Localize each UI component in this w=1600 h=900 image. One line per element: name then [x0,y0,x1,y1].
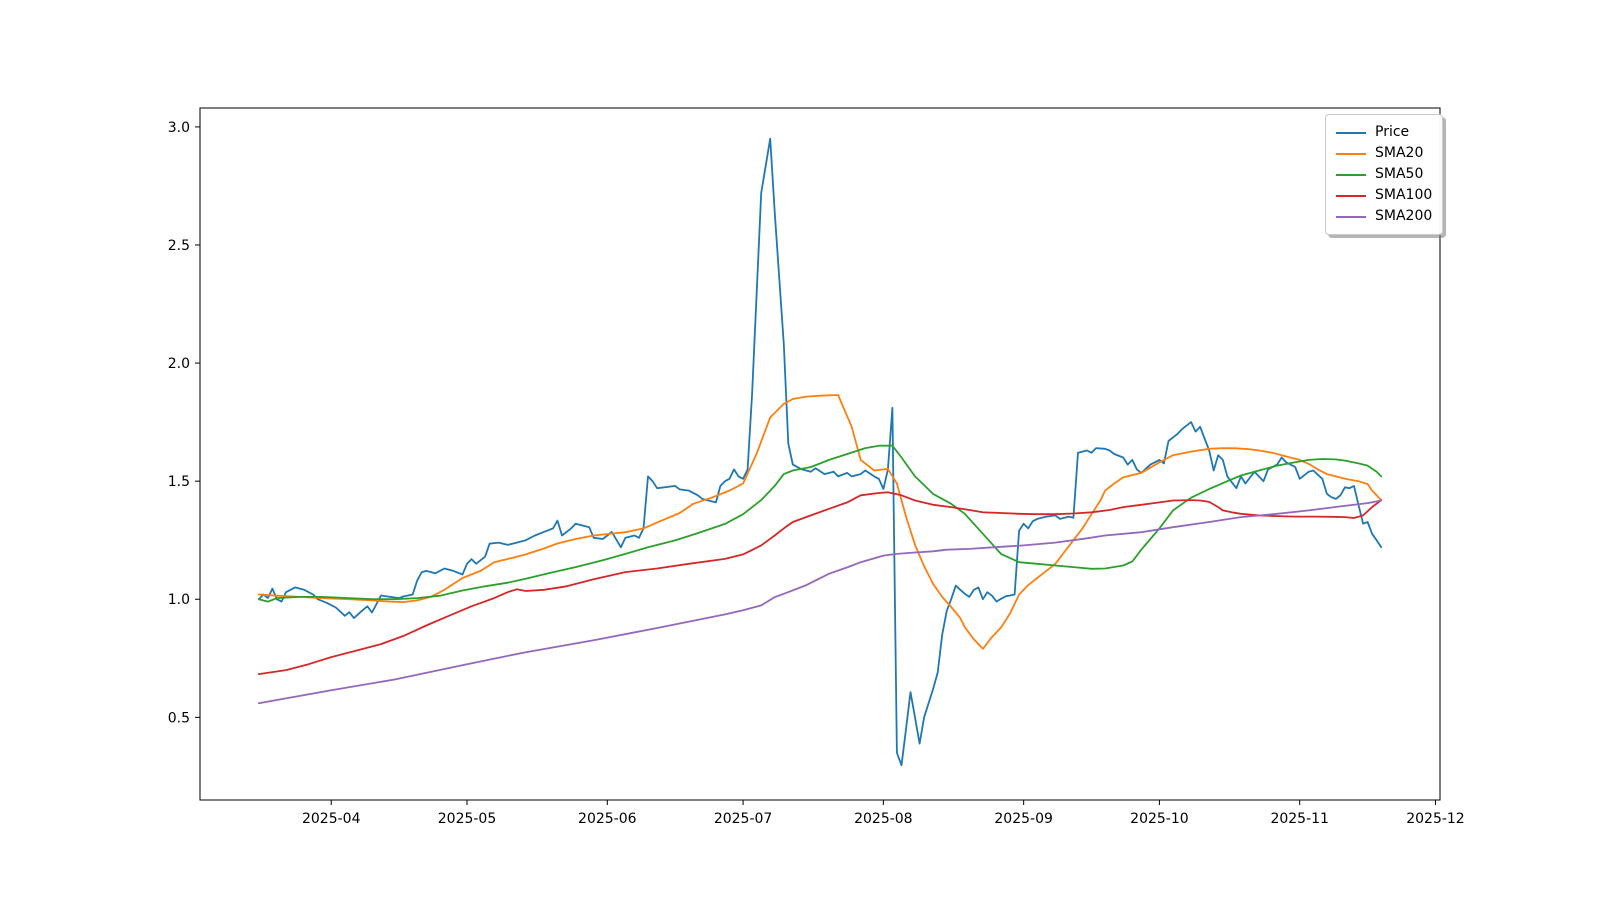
legend-item-sma200: SMA200 [1336,206,1432,227]
legend: Price SMA20 SMA50 SMA100 SMA200 [1325,114,1444,235]
plot-area [199,107,1441,801]
x-tick-label: 2025-09 [994,811,1053,827]
series-line-sma20 [257,394,1383,650]
y-tick-label: 2.5 [168,238,190,254]
x-tick-label: 2025-07 [714,811,773,827]
series-line-sma200 [257,499,1383,705]
x-tick-label: 2025-08 [854,811,913,827]
x-tick-label: 2025-12 [1406,811,1465,827]
legend-item-price: Price [1336,122,1432,143]
series-line-price [257,137,1383,767]
legend-item-sma20: SMA20 [1336,143,1432,164]
x-tick-label: 2025-05 [438,811,497,827]
legend-label: Price [1375,124,1410,140]
legend-line-swatch [1336,131,1366,134]
y-tick-label: 0.5 [168,710,190,726]
x-tick-label: 2025-04 [302,811,361,827]
x-tick-label: 2025-06 [578,811,637,827]
legend-line-swatch [1336,215,1366,218]
y-tick-label: 2.0 [168,356,190,372]
legend-label: SMA50 [1375,166,1424,182]
y-tick-label: 3.0 [168,120,190,136]
legend-label: SMA100 [1375,187,1433,203]
legend-label: SMA200 [1375,208,1433,224]
y-tick-label: 1.5 [168,474,190,490]
y-tick-label: 1.0 [168,592,190,608]
series-line-sma100 [257,491,1383,675]
legend-item-sma50: SMA50 [1336,164,1432,185]
legend-line-swatch [1336,194,1366,197]
x-tick-label: 2025-10 [1130,811,1189,827]
series-line-sma50 [257,444,1383,603]
legend-item-sma100: SMA100 [1336,185,1432,206]
legend-line-swatch [1336,152,1366,155]
legend-line-swatch [1336,173,1366,176]
x-tick-label: 2025-11 [1270,811,1329,827]
legend-label: SMA20 [1375,145,1424,161]
